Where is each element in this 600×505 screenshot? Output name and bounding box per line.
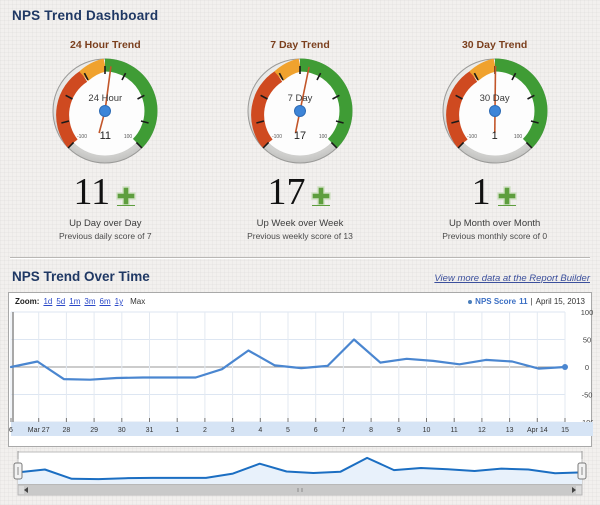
big-number-row: 1 xyxy=(402,173,587,211)
big-number-row: 17 xyxy=(207,173,392,211)
gauge-title: 7 Day Trend xyxy=(270,39,330,51)
zoom-option-1d[interactable]: 1d xyxy=(43,297,53,306)
svg-text:10: 10 xyxy=(423,427,431,434)
plus-icon xyxy=(496,185,518,207)
gauge-min-label: -100 xyxy=(272,134,282,140)
svg-text:30: 30 xyxy=(118,427,126,434)
svg-text:9: 9 xyxy=(397,427,401,434)
svg-text:28: 28 xyxy=(63,427,71,434)
zoom-option-3m[interactable]: 3m xyxy=(84,297,96,306)
big-number: 17 xyxy=(267,171,306,213)
trend-section-title: NPS Trend Over Time xyxy=(12,269,150,284)
svg-text:50: 50 xyxy=(583,336,591,345)
zoom-option-max[interactable]: Max xyxy=(130,297,146,306)
plus-icon xyxy=(115,185,137,207)
page-title: NPS Trend Dashboard xyxy=(12,8,159,23)
gauge-svg: -100 100 xyxy=(52,58,158,164)
big-number-row: 11 xyxy=(13,173,198,211)
gauge-value: 1 xyxy=(491,130,498,142)
svg-text:2: 2 xyxy=(203,427,207,434)
section-divider xyxy=(10,257,590,258)
gauge-max-label: 100 xyxy=(319,134,328,140)
gauge-dial: -100 100 30 Day 1 xyxy=(441,57,549,165)
zoom-label: Zoom: xyxy=(15,297,40,306)
navigator-svg xyxy=(13,451,587,496)
zoom-option-6m[interactable]: 6m xyxy=(99,297,111,306)
gauge-card-24-hour: 24 Hour Trend xyxy=(13,39,198,241)
svg-text:29: 29 xyxy=(90,427,98,434)
gauge-value: 17 xyxy=(293,130,307,142)
gauge-caption: Up Week over Week xyxy=(256,218,344,229)
svg-text:3: 3 xyxy=(231,427,235,434)
svg-text:6: 6 xyxy=(9,427,13,434)
legend-marker-icon xyxy=(468,299,473,304)
svg-text:100: 100 xyxy=(581,310,593,317)
trend-section-header: NPS Trend Over Time View more data at th… xyxy=(0,258,600,292)
svg-text:12: 12 xyxy=(478,427,486,434)
chart-toolbar: Zoom: 1d 5d 1m 3m 6m 1y Max NPS Score 11… xyxy=(9,293,591,310)
svg-text:4: 4 xyxy=(258,427,262,434)
zoom-option-1y[interactable]: 1y xyxy=(114,297,124,306)
gauges-row: 24 Hour Trend xyxy=(0,23,600,241)
gauge-svg: -100 100 xyxy=(247,58,353,164)
big-number: 11 xyxy=(73,171,111,213)
svg-text:15: 15 xyxy=(561,427,569,434)
svg-text:-50: -50 xyxy=(582,391,593,400)
gauge-center-label: 7 Day xyxy=(287,93,313,104)
gauge-svg: -100 100 xyxy=(442,58,548,164)
svg-text:0: 0 xyxy=(585,363,589,372)
gauge-dial: -100 100 24 Hour 11 xyxy=(51,57,159,165)
gauge-dial: -100 100 7 Day 17 xyxy=(246,57,354,165)
svg-text:6: 6 xyxy=(314,427,318,434)
gauge-min-label: -100 xyxy=(77,134,87,140)
chart-range-navigator[interactable] xyxy=(8,451,592,497)
svg-text:31: 31 xyxy=(146,427,154,434)
gauge-title: 24 Hour Trend xyxy=(70,39,141,51)
svg-text:7: 7 xyxy=(341,427,345,434)
svg-text:Apr 14: Apr 14 xyxy=(527,427,548,434)
gauge-caption: Up Month over Month xyxy=(448,218,541,229)
big-number: 1 xyxy=(471,171,491,213)
svg-text:11: 11 xyxy=(451,427,458,434)
zoom-option-1m[interactable]: 1m xyxy=(69,297,81,306)
legend-date: April 15, 2013 xyxy=(535,297,585,306)
gauge-subcaption: Previous monthly score of 0 xyxy=(442,231,548,241)
chart-panel: Zoom: 1d 5d 1m 3m 6m 1y Max NPS Score 11… xyxy=(8,292,593,447)
svg-text:8: 8 xyxy=(369,427,373,434)
svg-text:1: 1 xyxy=(175,427,179,434)
plus-icon xyxy=(310,185,332,207)
svg-text:5: 5 xyxy=(286,427,290,434)
gauge-card-30-day: 30 Day Trend xyxy=(402,39,587,241)
gauge-card-7-day: 7 Day Trend xyxy=(207,39,392,241)
svg-text:13: 13 xyxy=(506,427,514,434)
gauge-caption: Up Day over Day xyxy=(69,218,142,229)
chart-legend: NPS Score 11 | April 15, 2013 xyxy=(468,297,587,306)
gauge-center-label: 30 Day xyxy=(479,93,510,104)
gauge-subcaption: Previous weekly score of 13 xyxy=(247,231,353,241)
zoom-option-5d[interactable]: 5d xyxy=(56,297,66,306)
legend-series-name: NPS Score xyxy=(475,297,517,306)
report-builder-link[interactable]: View more data at the Report Builder xyxy=(434,273,590,284)
gauge-center-label: 24 Hour xyxy=(88,93,123,104)
legend-separator: | xyxy=(530,297,533,306)
gauge-min-label: -100 xyxy=(467,134,477,140)
legend-series-value: 11 xyxy=(519,297,528,306)
gauge-max-label: 100 xyxy=(124,134,133,140)
gauge-subcaption: Previous daily score of 7 xyxy=(59,231,152,241)
gauge-title: 30 Day Trend xyxy=(461,39,528,51)
gauge-value: 11 xyxy=(99,130,112,142)
zoom-controls: Zoom: 1d 5d 1m 3m 6m 1y Max xyxy=(15,297,145,306)
svg-text:Mar 27: Mar 27 xyxy=(28,427,50,434)
gauge-max-label: 100 xyxy=(513,134,522,140)
